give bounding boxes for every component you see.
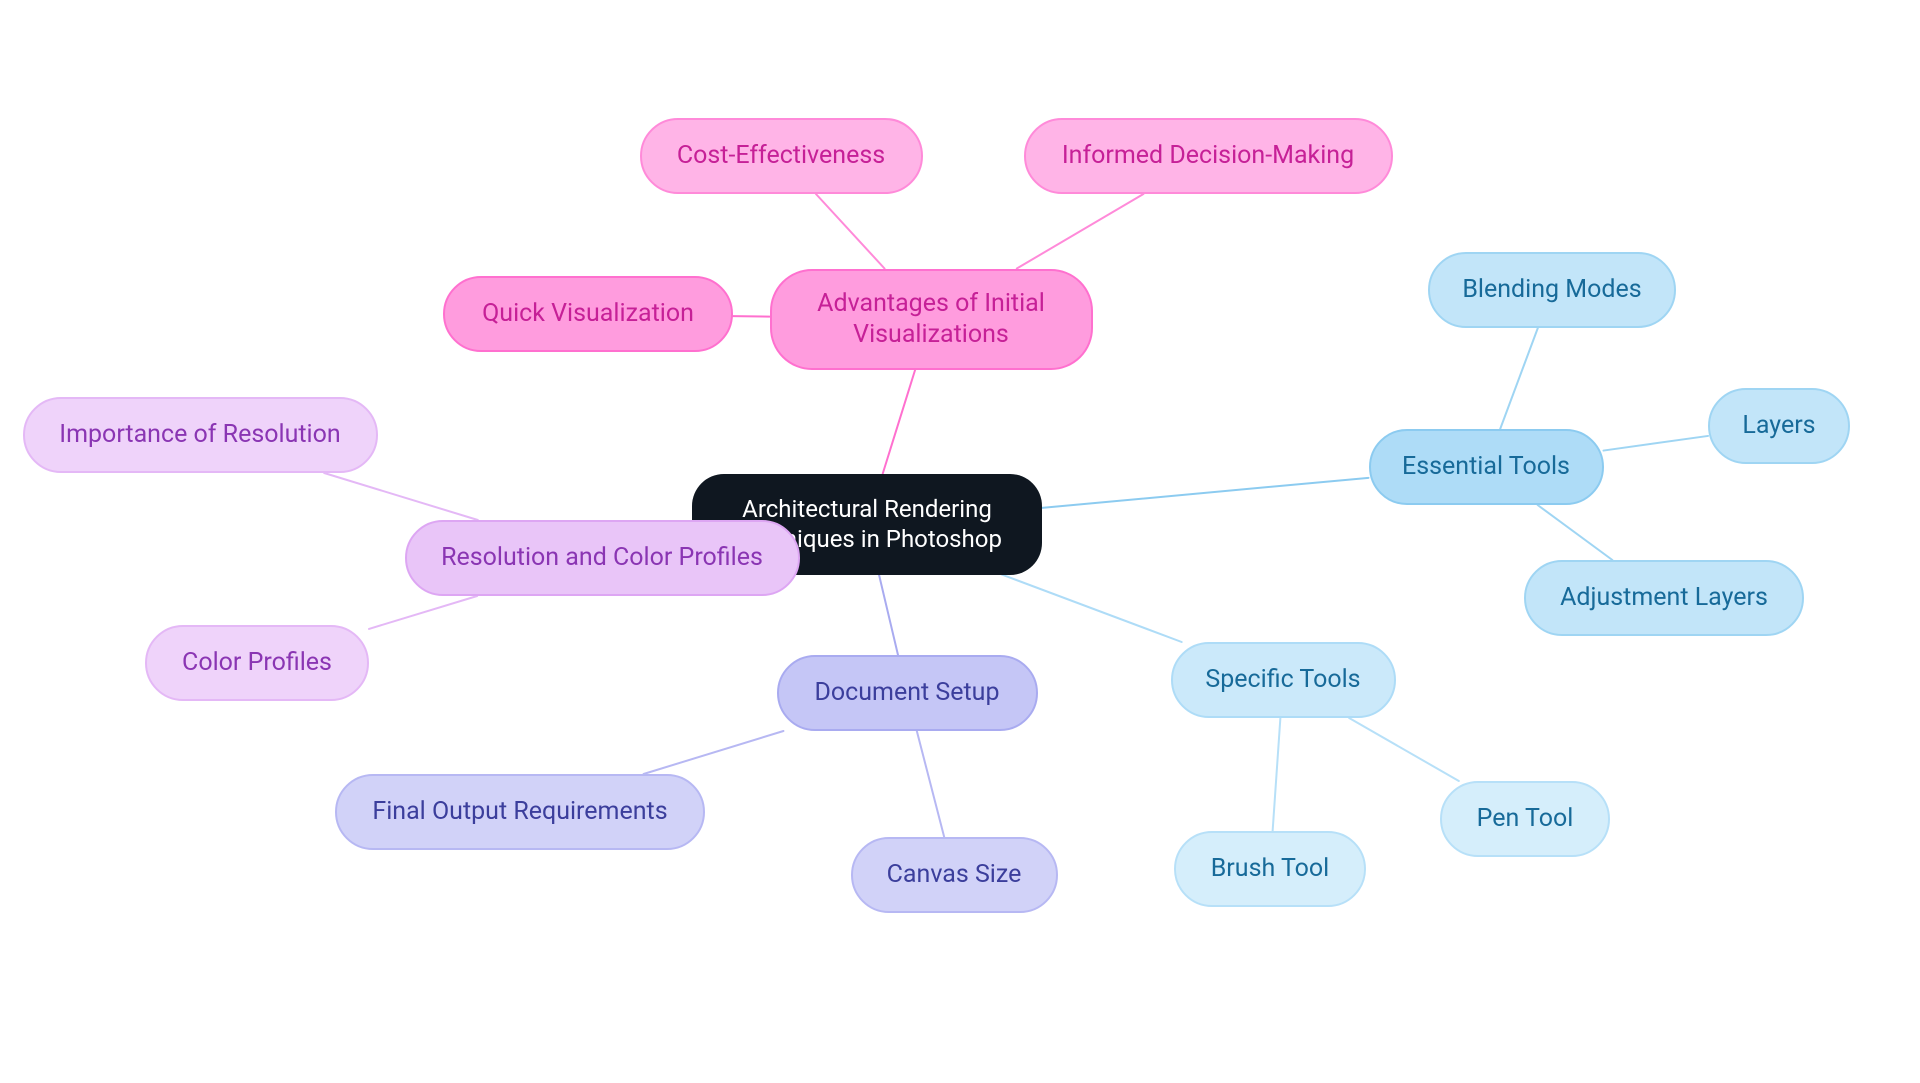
node-importance-resolution: Importance of Resolution [23,397,378,473]
node-layers: Layers [1708,388,1850,464]
node-label: Importance of Resolution [59,419,340,450]
node-specific-tools: Specific Tools [1171,642,1396,718]
node-label: Pen Tool [1477,803,1574,834]
node-label: Informed Decision-Making [1062,140,1354,171]
node-label: Blending Modes [1462,274,1641,305]
node-cost-effectiveness: Cost-Effectiveness [640,118,923,194]
node-label: Document Setup [815,677,1000,708]
node-document-setup: Document Setup [777,655,1038,731]
node-brush-tool: Brush Tool [1174,831,1366,907]
node-label: Final Output Requirements [372,796,667,827]
node-label: Specific Tools [1205,664,1360,695]
node-quick-visualization: Quick Visualization [443,276,733,352]
node-color-profiles: Color Profiles [145,625,369,701]
node-adjustment-layers: Adjustment Layers [1524,560,1804,636]
node-blending-modes: Blending Modes [1428,252,1676,328]
node-label: Advantages of Initial Visualizations [800,288,1063,351]
node-label: Color Profiles [182,647,332,678]
node-label: Layers [1742,410,1815,441]
node-resolution-color: Resolution and Color Profiles [405,520,800,596]
node-label: Quick Visualization [482,298,694,329]
node-essential-tools: Essential Tools [1369,429,1604,505]
node-advantages: Advantages of Initial Visualizations [770,269,1093,370]
node-informed-decision: Informed Decision-Making [1024,118,1393,194]
node-label: Resolution and Color Profiles [441,542,763,573]
node-label: Adjustment Layers [1560,582,1768,613]
mindmap-canvas: Architectural Rendering Techniques in Ph… [0,0,1920,1083]
node-canvas-size: Canvas Size [851,837,1058,913]
node-label: Essential Tools [1402,451,1570,482]
node-label: Cost-Effectiveness [677,140,885,171]
node-final-output: Final Output Requirements [335,774,705,850]
node-pen-tool: Pen Tool [1440,781,1610,857]
node-label: Brush Tool [1211,853,1330,884]
node-label: Canvas Size [887,859,1022,890]
